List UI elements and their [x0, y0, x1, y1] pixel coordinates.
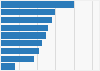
Bar [1, 17, 52, 23]
Bar [1, 25, 48, 31]
Bar [1, 40, 42, 46]
Bar [1, 56, 34, 62]
Bar [1, 63, 15, 70]
Bar [1, 32, 46, 39]
Bar [1, 48, 39, 54]
Bar [1, 9, 55, 15]
Bar [1, 1, 74, 8]
